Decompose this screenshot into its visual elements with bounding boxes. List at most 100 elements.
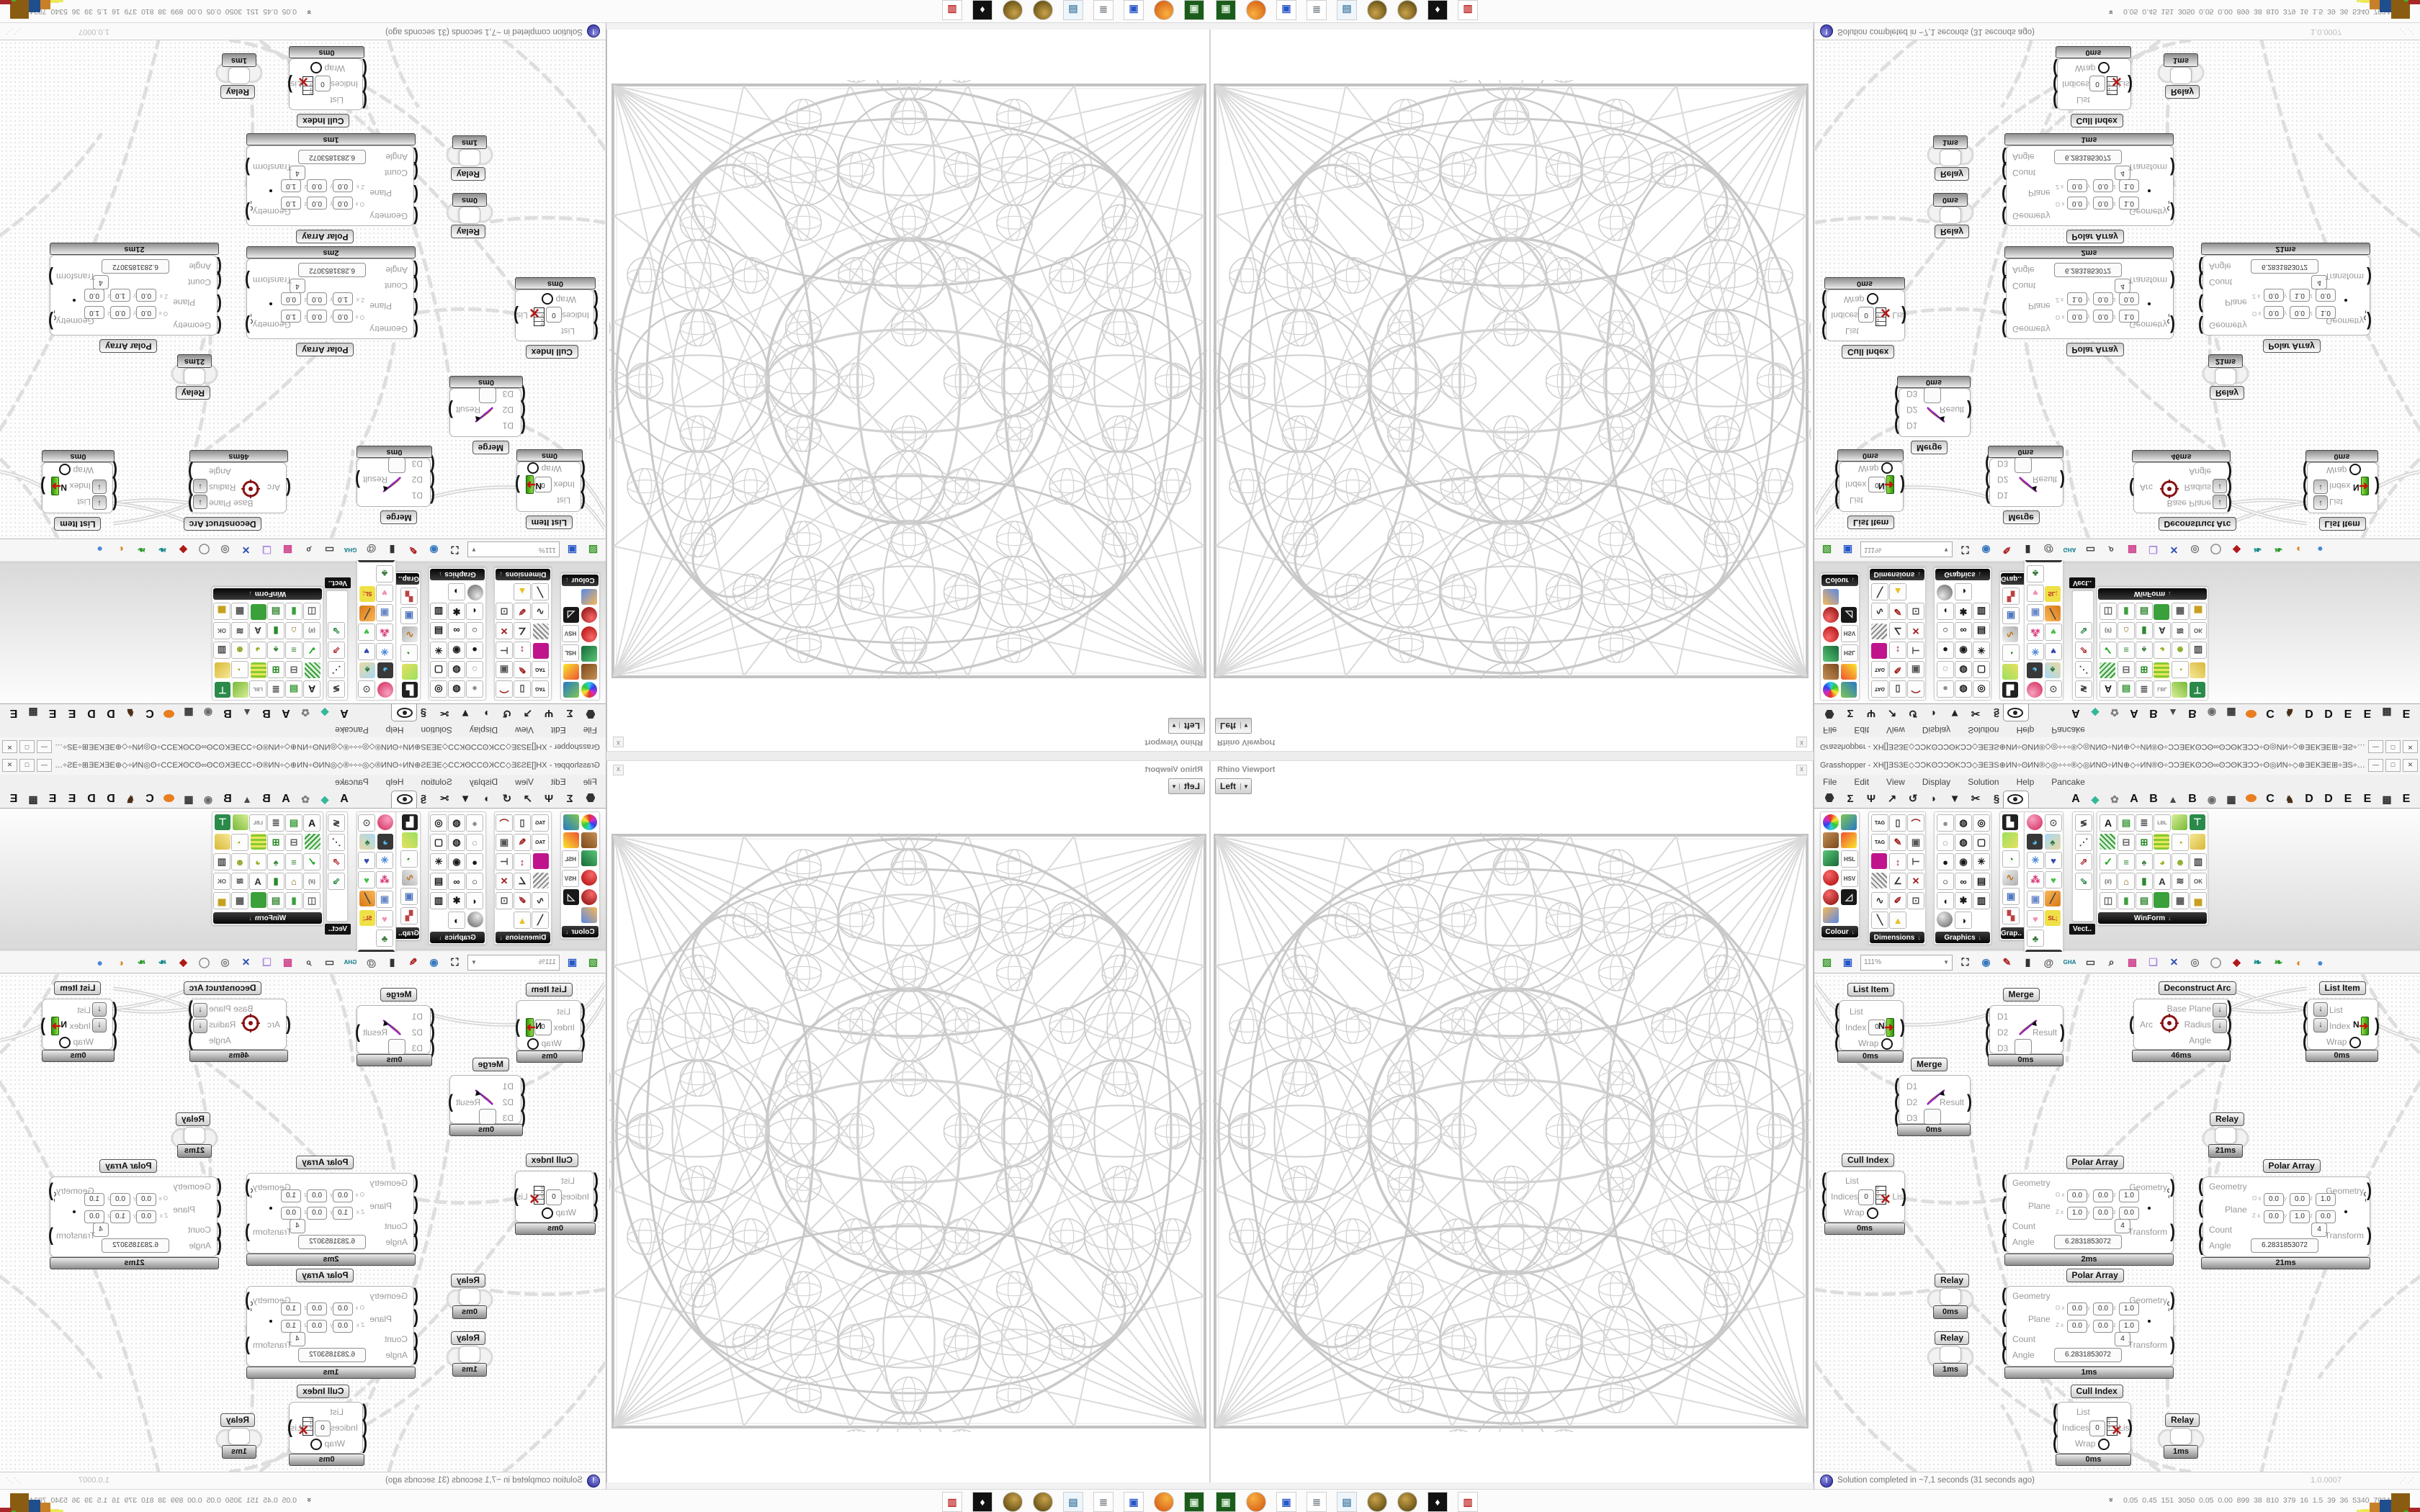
node-body[interactable]: (((List Indices 0 0 1 2 ✕ Wrap List) bbox=[2053, 1401, 2133, 1454]
plugin-tab-11[interactable]: ♞ bbox=[2285, 707, 2295, 719]
ribbon-icon[interactable]: ⊙ bbox=[2045, 814, 2062, 832]
plugin-tab-2[interactable]: ✿ bbox=[2110, 707, 2119, 719]
category-tab-6[interactable]: ▼ bbox=[1949, 793, 1960, 805]
ribbon-icon[interactable]: ⌂ bbox=[2118, 873, 2135, 890]
plugin-tab-17[interactable]: E bbox=[2402, 793, 2411, 805]
ribbon-icon[interactable]: ⊟ bbox=[285, 661, 302, 678]
plugin-tab-5[interactable]: ▲ bbox=[242, 793, 252, 805]
ribbon-group-label[interactable]: Colour ↓ bbox=[1821, 575, 1858, 586]
ribbon-icon[interactable] bbox=[1937, 585, 1953, 600]
search-button[interactable]: ⌕ bbox=[305, 544, 312, 556]
plugin-tab-7[interactable]: ◉ bbox=[2207, 707, 2217, 719]
ribbon-icon[interactable] bbox=[251, 662, 266, 678]
ribbon-icon[interactable] bbox=[563, 832, 579, 848]
taskbar-icon-ink-black[interactable]: ♦ bbox=[972, 1492, 992, 1512]
ribbon-icon[interactable]: ▮ bbox=[2136, 873, 2153, 890]
expand-chevron-icon[interactable]: « bbox=[304, 1497, 313, 1503]
value-chip[interactable]: 0.0 bbox=[84, 1210, 104, 1223]
port-input[interactable]: ( bbox=[1821, 1186, 1827, 1207]
ribbon-icon[interactable] bbox=[1871, 643, 1887, 659]
taskbar-icon-app-green[interactable]: ▣ bbox=[1184, 0, 1204, 20]
search-button[interactable]: ⌕ bbox=[305, 956, 312, 968]
ribbon-group-label[interactable]: Dimensions ↓ bbox=[1870, 569, 1924, 580]
value-chip[interactable]: 1.0 bbox=[2119, 1189, 2139, 1202]
wrap-toggle[interactable] bbox=[2349, 1037, 2361, 1048]
port-input[interactable]: ( bbox=[413, 1344, 418, 1365]
ribbon-icon[interactable]: ☻ bbox=[231, 642, 248, 659]
node-name-label[interactable]: Polar Array bbox=[99, 1159, 158, 1173]
ribbon-icon[interactable]: ▥ bbox=[1973, 892, 1990, 909]
ribbon-icon[interactable]: ☻ bbox=[2172, 853, 2189, 870]
value-chip[interactable]: 0.0 bbox=[2093, 1302, 2113, 1315]
capture-button[interactable]: ▭ bbox=[2085, 544, 2096, 556]
ribbon-icon[interactable]: ♠ bbox=[2136, 853, 2153, 870]
value-chip[interactable]: 0.0 bbox=[333, 1189, 353, 1202]
ribbon-icon[interactable] bbox=[1841, 682, 1857, 698]
ribbon-icon[interactable]: (#) bbox=[303, 873, 321, 890]
open-button[interactable]: ▨ bbox=[1821, 544, 1832, 556]
plugin-tab-3[interactable]: A bbox=[282, 793, 290, 805]
ribbon-icon[interactable]: ♥ bbox=[2027, 585, 2044, 602]
plugin-tab-6[interactable]: B bbox=[2188, 707, 2197, 719]
ribbon-icon[interactable]: ▤ bbox=[430, 622, 447, 639]
port-input[interactable]: ( bbox=[2129, 477, 2134, 498]
ribbon-icon[interactable]: ⋰ bbox=[328, 661, 345, 678]
port-input[interactable]: ( bbox=[2002, 1172, 2007, 1193]
node-body[interactable]: (((List ↓ Index ↓ N ➜ Wrap i) bbox=[40, 460, 117, 513]
value-chip[interactable]: 0.0 bbox=[2067, 1189, 2087, 1202]
ribbon-icon[interactable] bbox=[2154, 834, 2169, 850]
ribbon-icon[interactable]: ◔ bbox=[400, 850, 418, 868]
ribbon-icon[interactable]: ▣ bbox=[2027, 891, 2044, 908]
ribbon-icon[interactable]: ✕ bbox=[496, 873, 513, 890]
node-name-label[interactable]: List Item bbox=[1847, 516, 1895, 529]
ribbon-icon[interactable] bbox=[2154, 604, 2169, 620]
port-input[interactable]: ( bbox=[2198, 1176, 2203, 1197]
ribbon-icon[interactable]: ◿ bbox=[1841, 607, 1857, 623]
ribbon-icon[interactable]: ▲ bbox=[514, 583, 531, 600]
value-chip[interactable]: 6.2831853072 bbox=[102, 259, 169, 274]
ribbon-icon[interactable]: ⁂ bbox=[2027, 871, 2044, 888]
category-tab-1[interactable]: Σ bbox=[566, 793, 573, 805]
port-output[interactable]: ) bbox=[287, 1417, 292, 1438]
value-chip[interactable]: 0.0 bbox=[307, 310, 327, 323]
plugin-tab-1[interactable]: ◆ bbox=[2091, 707, 2099, 719]
node-body[interactable]: (D1(D2(D3 Result) bbox=[1985, 454, 2065, 507]
node-body[interactable]: ((((Geometry Plane O x 0.0 y 0.0 z 1.0 Z x 0.0 y 1.… bbox=[48, 255, 222, 336]
ribbon-icon[interactable]: ≡ bbox=[285, 642, 302, 659]
ribbon-icon[interactable]: SL; bbox=[359, 910, 375, 926]
port-input[interactable]: ( bbox=[2002, 1344, 2007, 1365]
plugin-tab-5[interactable]: ▲ bbox=[2168, 793, 2178, 805]
value-chip[interactable]: 0.0 bbox=[2264, 1210, 2284, 1223]
ribbon-icon[interactable] bbox=[581, 607, 597, 623]
ribbon-group-label[interactable]: Graphics ↓ bbox=[430, 569, 485, 580]
ribbon-icon[interactable]: ≶ bbox=[2075, 680, 2092, 698]
category-tab-3[interactable]: ↗ bbox=[1887, 793, 1897, 805]
plugin-tab-0[interactable]: A bbox=[340, 793, 349, 805]
port-output[interactable]: ) bbox=[514, 305, 519, 326]
wrap-toggle[interactable] bbox=[527, 462, 539, 474]
flatten-chip[interactable]: ↓ bbox=[193, 479, 207, 493]
plugin-tab-7[interactable]: ◉ bbox=[203, 793, 213, 805]
ribbon-icon[interactable]: ⁂ bbox=[376, 624, 393, 641]
value-chip[interactable]: 1.0 bbox=[2290, 1210, 2310, 1223]
port-output[interactable]: ) bbox=[2227, 462, 2232, 482]
gem-button[interactable]: ◆ bbox=[179, 544, 187, 556]
port-input[interactable]: ( bbox=[1985, 454, 1990, 474]
plugin-tab-3[interactable]: A bbox=[282, 707, 290, 719]
port-input[interactable]: ( bbox=[1894, 1092, 1899, 1112]
ribbon-icon[interactable]: HSV bbox=[562, 625, 579, 642]
ribbon-icon[interactable]: SL; bbox=[359, 586, 375, 602]
ribbon-icon[interactable]: ⊟ bbox=[285, 834, 302, 851]
expand-chevron-icon[interactable]: « bbox=[2107, 9, 2116, 15]
value-chip[interactable]: 0 bbox=[2089, 76, 2105, 91]
port-input[interactable]: ( bbox=[286, 1014, 291, 1035]
ribbon-icon[interactable]: ✕ bbox=[1907, 873, 1924, 890]
taskbar-icon-coin[interactable] bbox=[1033, 1492, 1053, 1512]
ribbon-icon[interactable]: ○ bbox=[1937, 622, 1954, 639]
value-chip[interactable]: 4 bbox=[290, 279, 305, 293]
ribbon-icon[interactable] bbox=[2154, 892, 2169, 908]
sphere-orange-button[interactable]: ◐ bbox=[2296, 544, 2303, 556]
ribbon-icon[interactable]: ◍ bbox=[1955, 834, 1972, 851]
ribbon-icon[interactable]: ∿ bbox=[2002, 870, 2018, 886]
node-body[interactable]: (Arc Base Plane ↓) Radius ↓) Angle) bbox=[188, 998, 291, 1050]
